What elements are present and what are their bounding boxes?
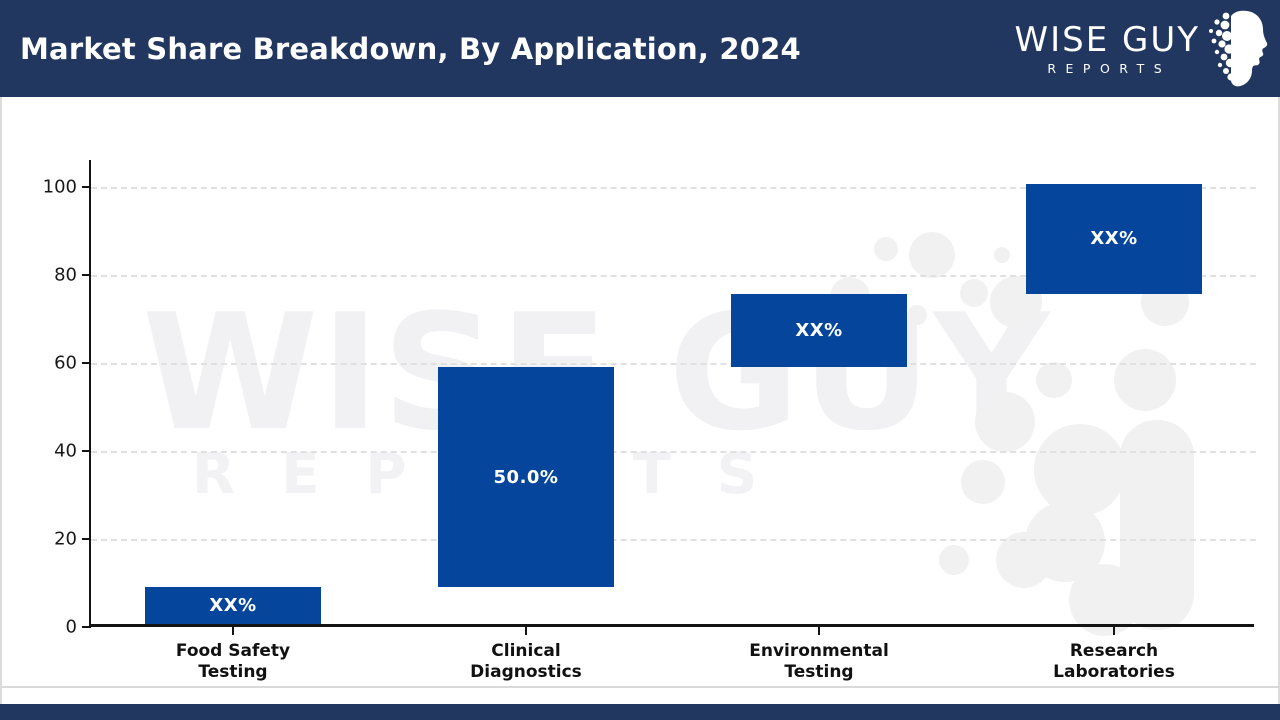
page-title: Market Share Breakdown, By Application, …	[20, 31, 801, 66]
x-category-label: Clinical Diagnostics	[406, 641, 646, 684]
y-axis-tick	[82, 185, 91, 188]
bar-segment: 50.0%	[438, 367, 614, 588]
y-axis-tick	[82, 626, 91, 628]
y-axis-tick-label: 60	[54, 352, 77, 374]
x-axis-tick	[1113, 627, 1115, 635]
bar-segment: XX%	[145, 587, 321, 624]
grid-line	[91, 362, 1256, 365]
wise-guy-face-icon	[1209, 10, 1268, 87]
y-axis-tick-label: 80	[54, 264, 77, 286]
x-category-label-line: Research	[1069, 641, 1159, 661]
x-category-label-line: Diagnostics	[470, 662, 582, 683]
x-category-label-line: Testing	[784, 662, 854, 683]
x-category-label: Research Laboratories	[994, 641, 1234, 684]
x-category-label: Food Safety Testing	[113, 641, 353, 684]
y-axis-tick	[82, 449, 91, 452]
chart-canvas: WISE GUY REPORTS	[0, 97, 1280, 704]
y-axis-tick-label: 40	[54, 440, 77, 462]
x-category-label-line: Testing	[198, 662, 268, 683]
bar-value-label: XX%	[795, 319, 843, 341]
bar-value-label: XX%	[1090, 228, 1138, 250]
grid-line	[91, 274, 1256, 277]
y-axis-tick-label: 100	[42, 176, 77, 198]
brand-name: WISE GUY	[1014, 20, 1200, 61]
x-category-label-line: Clinical	[491, 641, 561, 661]
brand-logo-text: WISE GUY REPORTS	[1014, 20, 1200, 76]
x-axis-tick	[818, 627, 820, 635]
x-axis-tick	[525, 627, 527, 635]
x-category-label-line: Food Safety	[175, 641, 291, 661]
x-category-label-line: Environmental	[749, 641, 889, 661]
bar-value-label: 50.0%	[493, 466, 559, 488]
y-axis-tick	[82, 273, 91, 276]
y-axis-tick-label: 20	[54, 528, 77, 550]
x-axis-tick	[232, 627, 234, 635]
x-category-label-line: Laboratories	[1053, 662, 1175, 683]
x-category-label: Environmental Testing	[699, 641, 939, 684]
brand-subtitle: REPORTS	[1047, 60, 1172, 76]
bottom-hairline	[2, 686, 1280, 688]
plot-area: 0 20 40 60 80 100 XX% Food Safety Testing 50.0% Cl…	[43, 160, 1256, 682]
footer-bar	[0, 704, 1280, 720]
header-bar: Market Share Breakdown, By Application, …	[0, 0, 1280, 97]
grid-line	[91, 450, 1256, 453]
bar-segment: XX%	[731, 293, 907, 368]
bar-value-label: XX%	[209, 595, 257, 617]
grid-line	[91, 538, 1256, 541]
y-axis-tick	[82, 537, 91, 540]
brand-logo: WISE GUY REPORTS	[1014, 6, 1268, 92]
y-axis-tick-label: 0	[65, 616, 77, 638]
bar-segment: XX%	[1026, 183, 1202, 294]
grid-line	[91, 186, 1256, 189]
y-axis-tick	[82, 361, 91, 364]
